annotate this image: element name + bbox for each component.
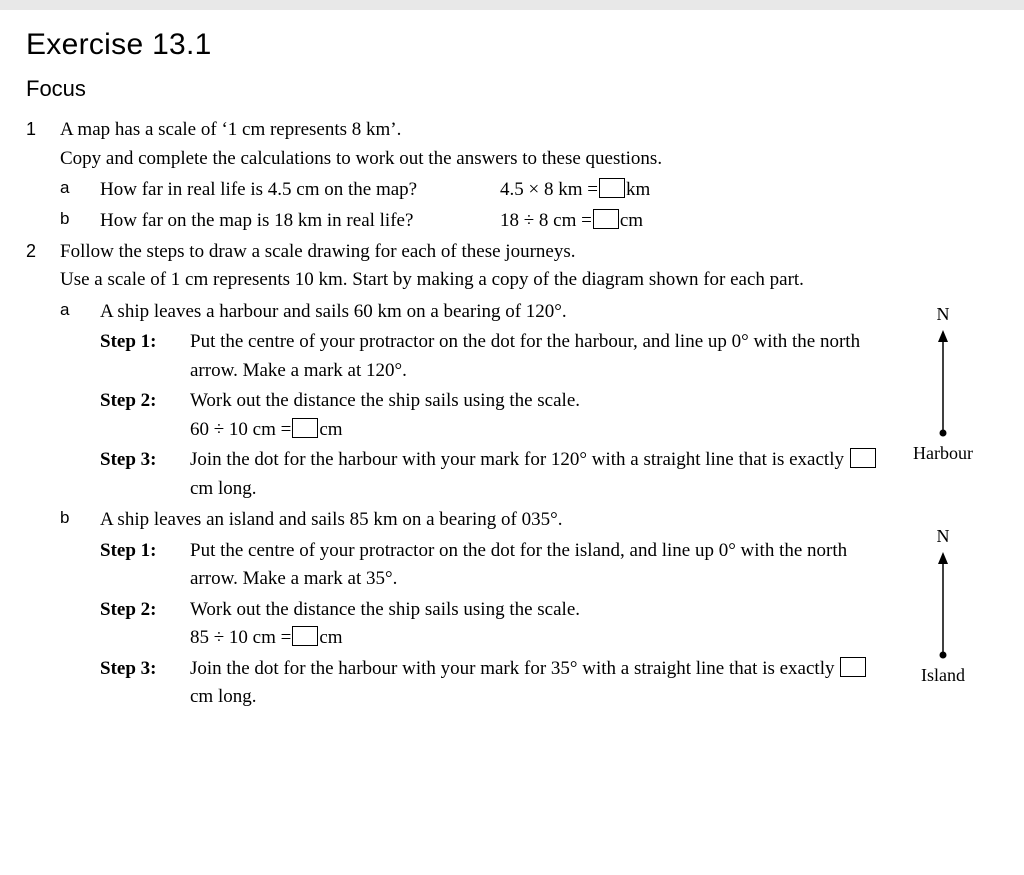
- part-letter-b: b: [60, 505, 100, 531]
- q2a-body: A ship leaves a harbour and sails 60 km …: [100, 297, 878, 503]
- q2a-step1: Step 1: Put the centre of your protracto…: [100, 328, 878, 385]
- q2a-s2-calc-unit: cm: [319, 419, 342, 440]
- step-text: Put the centre of your protractor on the…: [190, 537, 878, 594]
- q1a-calc: 4.5 × 8 km = km: [500, 175, 650, 204]
- q2b-s2-calc-unit: cm: [319, 627, 342, 648]
- question-1: 1 A map has a scale of ‘1 cm represents …: [26, 116, 998, 236]
- q2b-body: A ship leaves an island and sails 85 km …: [100, 505, 878, 711]
- harbour-label: Harbour: [888, 440, 998, 467]
- q2b-s2-text: Work out the distance the ship sails usi…: [190, 599, 580, 620]
- q2b-text-area: b A ship leaves an island and sails 85 k…: [60, 503, 878, 711]
- q1-intro-2: Copy and complete the calculations to wo…: [60, 145, 998, 174]
- q1b-body: How far on the map is 18 km in real life…: [100, 206, 998, 235]
- question-1-body: A map has a scale of ‘1 cm represents 8 …: [60, 116, 998, 236]
- q1b-text: How far on the map is 18 km in real life…: [100, 206, 500, 235]
- q1a-text: How far in real life is 4.5 cm on the ma…: [100, 175, 500, 204]
- q2a-step3: Step 3: Join the dot for the harbour wit…: [100, 446, 878, 503]
- step-text: Put the centre of your protractor on the…: [190, 328, 878, 385]
- q1a-calc-unit: km: [626, 179, 650, 200]
- north-arrow-icon: [933, 328, 953, 438]
- question-number-2: 2: [26, 238, 60, 265]
- part-letter-b: b: [60, 206, 100, 232]
- header-bar: [0, 0, 1024, 10]
- part-letter-a: a: [60, 175, 100, 201]
- answer-box[interactable]: [840, 657, 866, 677]
- answer-box[interactable]: [850, 448, 876, 468]
- q2a-s3-text-a: Join the dot for the harbour with your m…: [190, 449, 844, 470]
- q1b-calc-unit: cm: [620, 210, 643, 231]
- question-2: 2 Follow the steps to draw a scale drawi…: [26, 238, 998, 712]
- q2a-s3-text-b: cm long.: [190, 478, 257, 499]
- page: Exercise 13.1 Focus 1 A map has a scale …: [0, 10, 1024, 744]
- step-text: Work out the distance the ship sails usi…: [190, 387, 878, 444]
- step-text: Join the dot for the harbour with your m…: [190, 655, 878, 712]
- q1b-calc-left: 18 ÷ 8 cm =: [500, 210, 592, 231]
- q2-intro-1: Follow the steps to draw a scale drawing…: [60, 238, 998, 267]
- harbour-diagram: N Harbour: [888, 295, 998, 503]
- north-arrow-icon: [933, 550, 953, 660]
- q2-part-b: b A ship leaves an island and sails 85 k…: [60, 505, 878, 711]
- step-text: Work out the distance the ship sails usi…: [190, 596, 878, 653]
- island-diagram: N Island: [888, 503, 998, 711]
- q1b-calc: 18 ÷ 8 cm = cm: [500, 206, 643, 235]
- q2b-step2: Step 2: Work out the distance the ship s…: [100, 596, 878, 653]
- step-text: Join the dot for the harbour with your m…: [190, 446, 878, 503]
- q2a-lead: A ship leaves a harbour and sails 60 km …: [100, 297, 878, 326]
- focus-heading: Focus: [26, 76, 998, 102]
- north-label: N: [888, 523, 998, 550]
- q2-part-a: a A ship leaves a harbour and sails 60 k…: [60, 297, 878, 503]
- step-label: Step 3:: [100, 446, 190, 475]
- q2b-step1: Step 1: Put the centre of your protracto…: [100, 537, 878, 594]
- q1a-calc-left: 4.5 × 8 km =: [500, 179, 598, 200]
- step-label: Step 2:: [100, 596, 190, 625]
- q1-intro-1: A map has a scale of ‘1 cm represents 8 …: [60, 116, 998, 145]
- answer-box[interactable]: [292, 626, 318, 646]
- step-label: Step 1:: [100, 537, 190, 566]
- q2-intro-2: Use a scale of 1 cm represents 10 km. St…: [60, 266, 998, 295]
- q1-part-b: b How far on the map is 18 km in real li…: [60, 206, 998, 235]
- q2b-s3-text-b: cm long.: [190, 686, 257, 707]
- q2b-s3-text-a: Join the dot for the harbour with your m…: [190, 658, 834, 679]
- step-label: Step 2:: [100, 387, 190, 416]
- q2a-s2-calc-left: 60 ÷ 10 cm =: [190, 419, 291, 440]
- q2b-lead: A ship leaves an island and sails 85 km …: [100, 505, 878, 534]
- island-label: Island: [888, 662, 998, 689]
- q2b-step3: Step 3: Join the dot for the harbour wit…: [100, 655, 878, 712]
- part-letter-a: a: [60, 297, 100, 323]
- q2a-text-area: a A ship leaves a harbour and sails 60 k…: [60, 295, 878, 503]
- q2b-s2-calc-left: 85 ÷ 10 cm =: [190, 627, 291, 648]
- step-label: Step 3:: [100, 655, 190, 684]
- q1a-body: How far in real life is 4.5 cm on the ma…: [100, 175, 998, 204]
- step-label: Step 1:: [100, 328, 190, 357]
- answer-box[interactable]: [599, 178, 625, 198]
- exercise-title: Exercise 13.1: [26, 28, 998, 62]
- q2a-wrapper: a A ship leaves a harbour and sails 60 k…: [60, 295, 998, 503]
- north-label: N: [888, 301, 998, 328]
- q1-part-a: a How far in real life is 4.5 cm on the …: [60, 175, 998, 204]
- q2a-s2-text: Work out the distance the ship sails usi…: [190, 390, 580, 411]
- answer-box[interactable]: [292, 418, 318, 438]
- q2b-wrapper: b A ship leaves an island and sails 85 k…: [60, 503, 998, 711]
- question-number-1: 1: [26, 116, 60, 143]
- q2a-step2: Step 2: Work out the distance the ship s…: [100, 387, 878, 444]
- question-2-body: Follow the steps to draw a scale drawing…: [60, 238, 998, 712]
- answer-box[interactable]: [593, 209, 619, 229]
